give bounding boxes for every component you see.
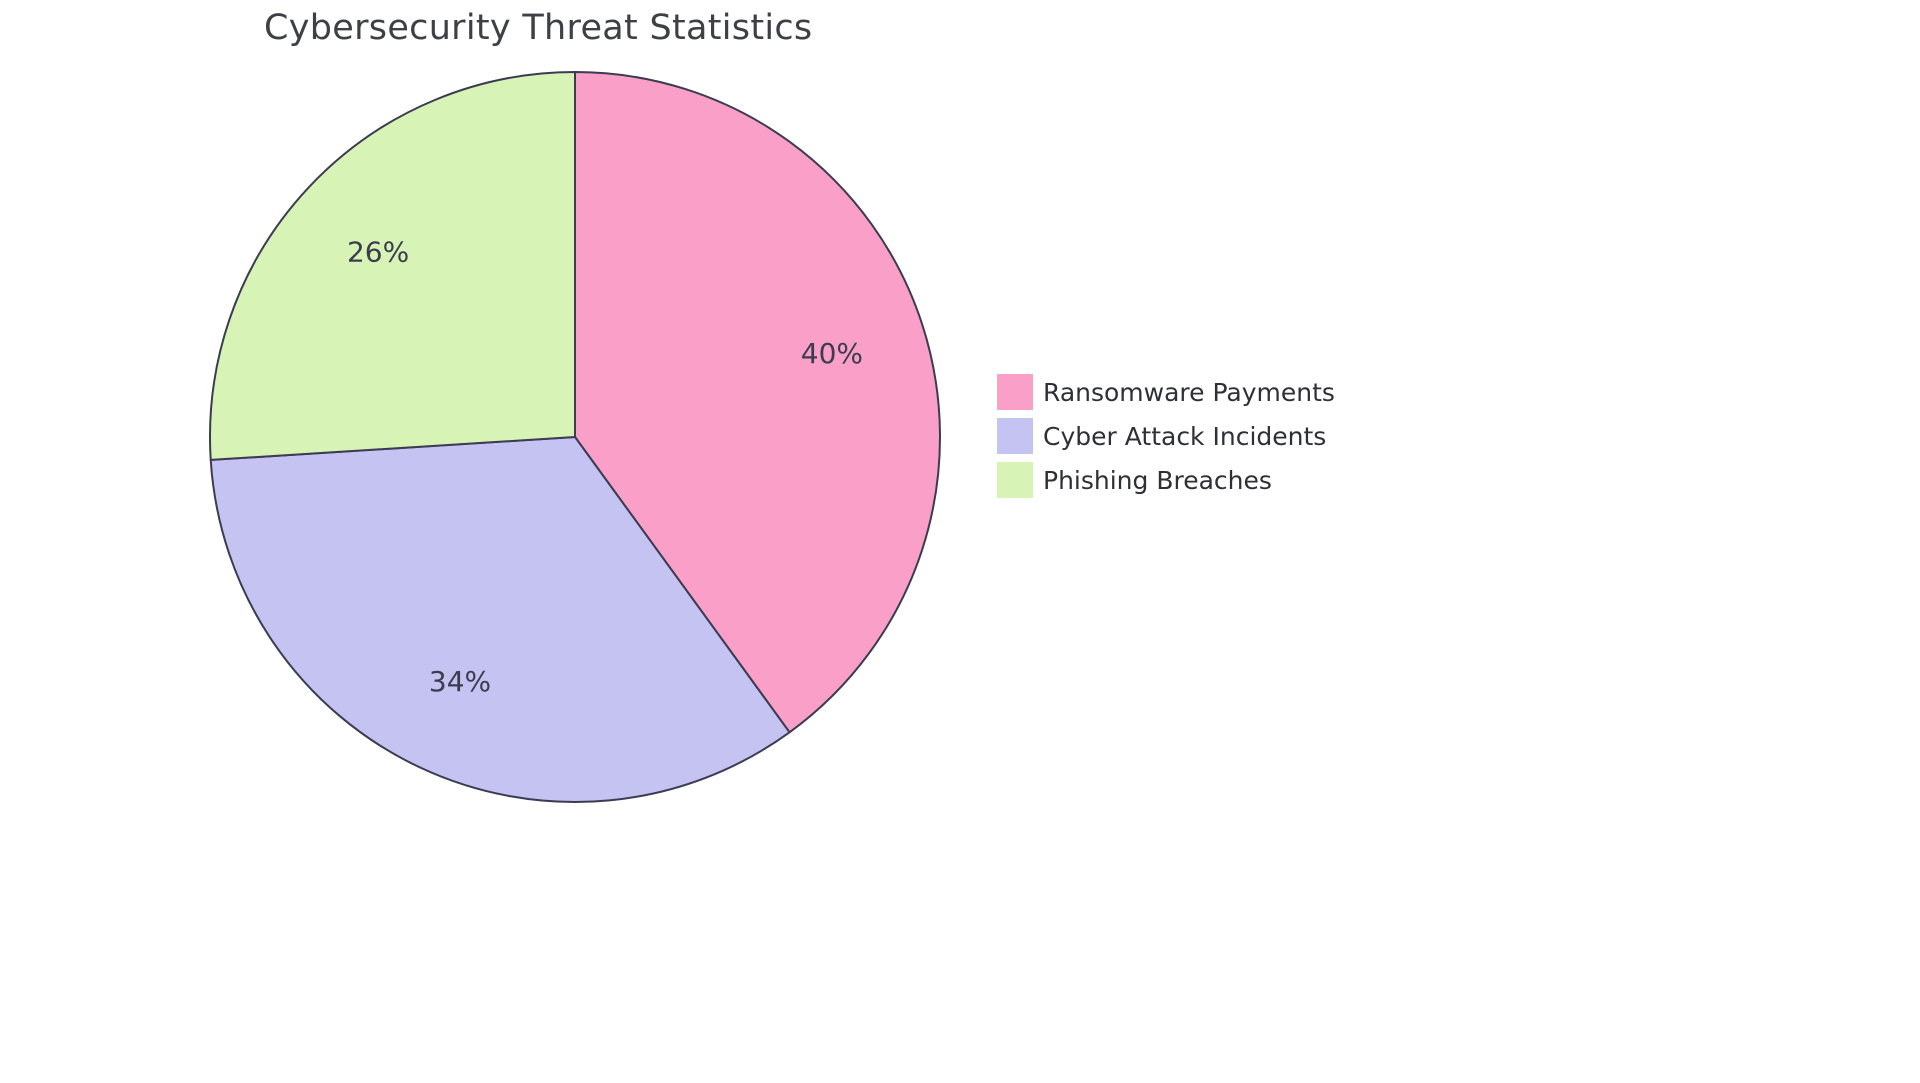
pie-slice-cyber-attack-incidents <box>209 436 791 803</box>
legend-item-cyber-attack-incidents: Cyber Attack Incidents <box>997 418 1335 454</box>
legend-label: Ransomware Payments <box>1043 377 1335 407</box>
pie-slice-label-ransomware-payments: 40% <box>801 337 863 370</box>
legend-label: Phishing Breaches <box>1043 465 1272 495</box>
legend-label: Cyber Attack Incidents <box>1043 421 1327 451</box>
legend-item-ransomware-payments: Ransomware Payments <box>997 374 1335 410</box>
pie-slice-ransomware-payments <box>574 71 941 734</box>
pie-slice-phishing-breaches <box>209 71 576 461</box>
pie-slice-label-cyber-attack-incidents: 34% <box>429 665 491 698</box>
legend-item-phishing-breaches: Phishing Breaches <box>997 462 1335 498</box>
chart-title: Cybersecurity Threat Statistics <box>264 8 813 48</box>
legend-swatch <box>997 418 1033 454</box>
legend: Ransomware Payments Cyber Attack Incident… <box>997 374 1335 498</box>
legend-swatch <box>997 374 1033 410</box>
legend-swatch <box>997 462 1033 498</box>
pie-slice-label-phishing-breaches: 26% <box>347 236 409 269</box>
